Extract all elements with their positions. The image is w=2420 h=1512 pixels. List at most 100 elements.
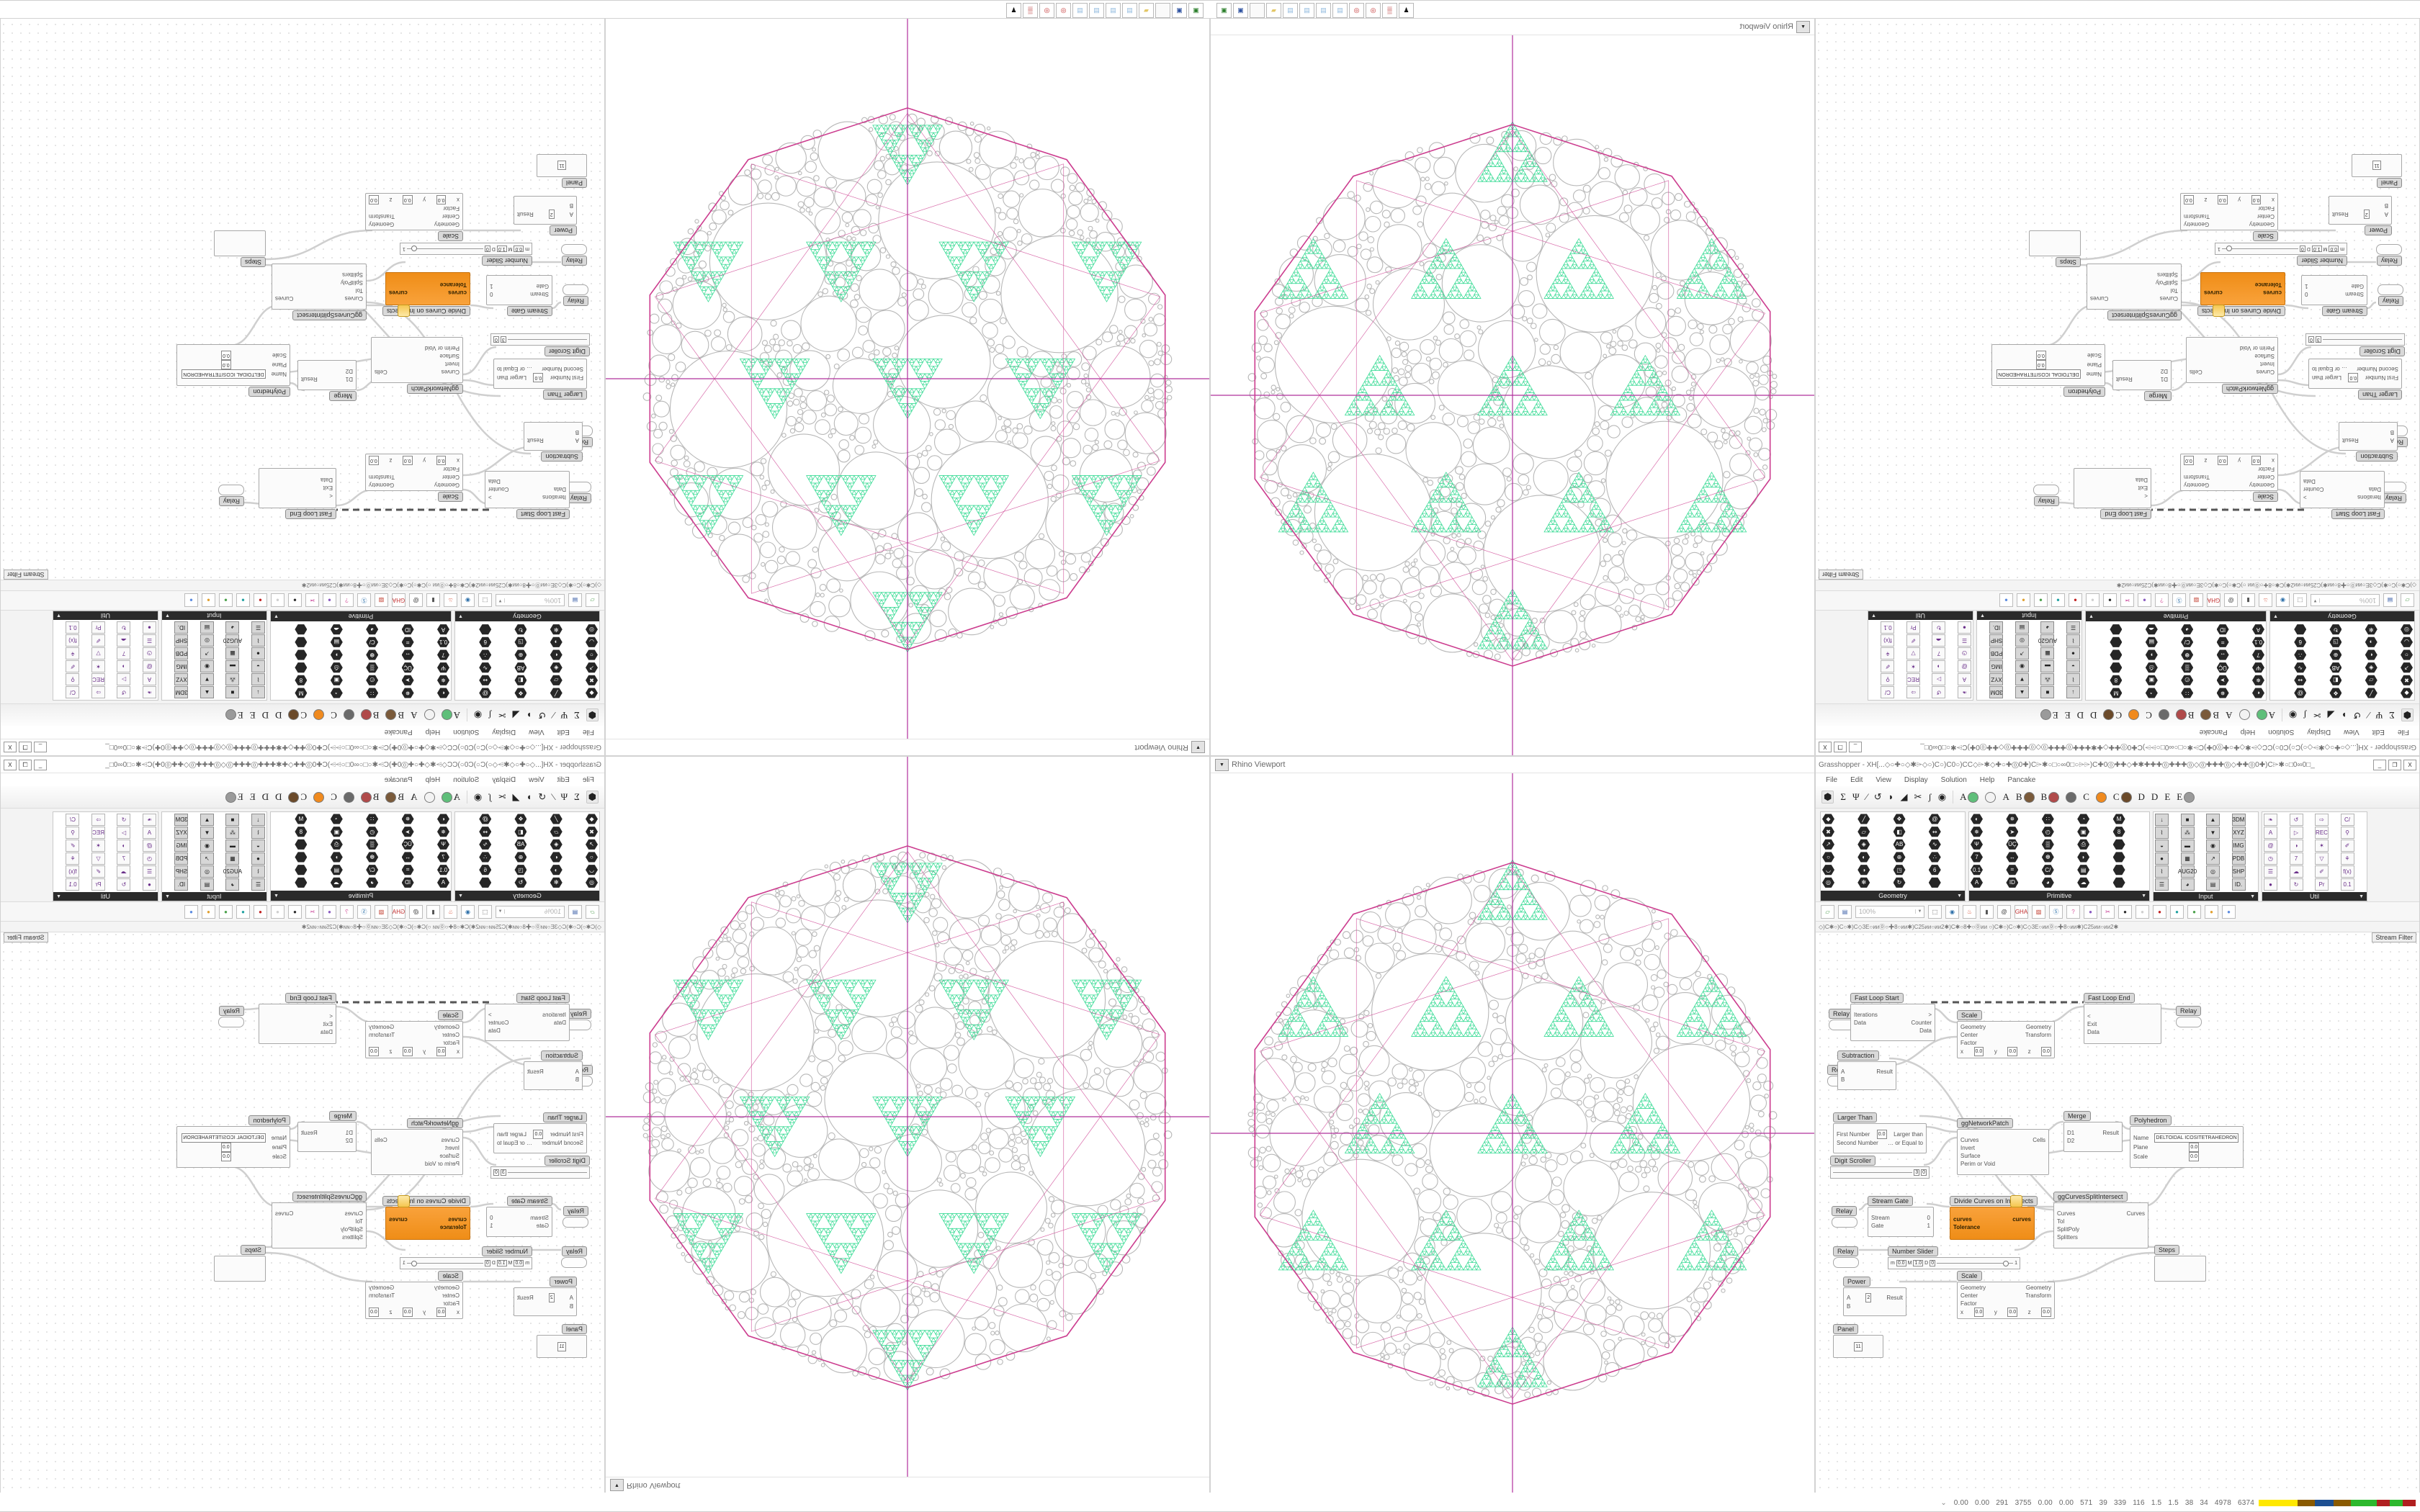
red-circle-icon[interactable]: ◎ <box>1039 2 1054 18</box>
ribbon-tabs[interactable]: ⬢ Σ Ψ ∕ ↺ ◗ ◢ ✂ ʃ ◉ A A B B C C D D E E <box>1 786 604 809</box>
axis-value-field[interactable]: 0.0 <box>369 456 379 465</box>
component-icon[interactable]: ╱ <box>550 688 563 698</box>
node-caption[interactable]: Larger Than <box>543 390 587 400</box>
open-folder-icon[interactable]: ▱ <box>586 593 599 608</box>
gh-node-number-slider[interactable]: Number Slider m 0.0 M 1.0 D 0 1 <box>400 1244 532 1269</box>
help-pink-icon[interactable]: ? <box>340 904 354 919</box>
panel-footer-util[interactable]: Util ▼ <box>1868 611 1973 620</box>
node-caption[interactable]: Relay <box>2376 256 2402 266</box>
relay-body[interactable] <box>218 1017 244 1027</box>
node-input-label[interactable]: < <box>329 492 333 500</box>
ribbon-tab-D[interactable]: D <box>2077 709 2084 721</box>
node-output-label[interactable]: Result <box>527 1068 544 1075</box>
node-caption[interactable]: Number Slider <box>482 256 532 266</box>
component-icon[interactable]: ◡ <box>586 865 598 876</box>
ribbon-tab-B[interactable]: B <box>385 791 404 803</box>
node-input-label[interactable]: B <box>2384 202 2388 209</box>
node-output-label[interactable]: Transform <box>369 213 395 220</box>
canvas-toolbar[interactable]: ▱ ▤ 100% ▼ ⬚ ◉ ♨ ▮ @ GHA ▨ Ⓢ? ● ✂ ● ● ● ● ● ● ● <box>1 901 604 922</box>
component-icon[interactable]: ⊕ <box>2330 649 2342 660</box>
node-input-label[interactable]: Exit <box>323 1020 333 1027</box>
red-circle2-icon[interactable]: ◎ <box>1349 2 1364 18</box>
node-caption[interactable]: Stream Gate <box>506 306 552 316</box>
node-input-label[interactable]: Geometry <box>2249 221 2275 228</box>
grasshopper-menubar[interactable]: File Edit View Display Solution Help Pancake <box>1 773 604 786</box>
node-input-label[interactable]: Invert <box>2259 361 2275 367</box>
component-icon[interactable]: PDB <box>174 647 189 660</box>
node-body[interactable]: curves curves Tolerance <box>385 1207 470 1240</box>
scroller-digit[interactable]: 0 <box>493 1169 499 1176</box>
node-output-label[interactable]: > <box>488 1011 492 1018</box>
node-input-label[interactable]: Data <box>554 486 566 493</box>
ribbon-tab-A[interactable]: A <box>2226 709 2232 721</box>
chevron-down-icon[interactable]: ▼ <box>496 909 505 914</box>
component-icon[interactable]: ◷ <box>1958 647 1971 660</box>
panel-input[interactable]: ↓ ■ ▲ 3DM ⌇ ⁂ ▼ XYZ ◒ ▬ ◉ IMG ● ▦ ↗ PDB ⌇ AUG20 ◎ SHP ☰ ◕ ▤ ID.… <box>161 611 267 701</box>
bake-flame-icon[interactable]: ♨ <box>444 593 457 608</box>
sphere-teal-icon[interactable]: ● <box>236 593 250 608</box>
node-input-label[interactable]: First Number <box>550 374 583 381</box>
scroller-digit[interactable]: 3 <box>2315 336 2321 343</box>
node-output-label[interactable]: Geometry <box>2184 482 2210 488</box>
component-icon[interactable]: C/ <box>1881 686 1895 698</box>
component-icon[interactable]: 3DM <box>1989 686 2004 698</box>
component-icon[interactable]: ◎ <box>2401 624 2413 635</box>
component-icon[interactable]: @ <box>2294 688 2306 698</box>
gh-node-relay[interactable]: Relay <box>2376 244 2402 268</box>
component-icon[interactable]: ↺ <box>1932 686 1946 698</box>
ribbon-tab-orange-ellipse-icon[interactable] <box>2128 709 2140 721</box>
node-body[interactable]: Geometry Geometry Center Transform Factor x 0.… <box>365 454 463 491</box>
node-value-field[interactable]: 11 <box>557 1341 566 1351</box>
panel-expand-icon[interactable]: ▼ <box>56 894 61 899</box>
component-icon[interactable]: Ψ <box>2252 662 2264 673</box>
node-input-label[interactable]: Tolerance <box>2254 282 2282 288</box>
component-icon[interactable]: ◳ <box>515 636 527 647</box>
panel-icon-grid[interactable]: ◆ ╱ ❖ @ ✖ ▱ ◧ ↭ ↗ ◈ AB ∿ ○ ◐ ⊕ ∴ ◡ ◑ ◳ 6 ◎ ✻ ↻ <box>2270 621 2414 700</box>
component-icon[interactable]: ⚘ <box>1881 647 1895 660</box>
component-icon[interactable]: ◉ <box>200 840 214 852</box>
component-icon[interactable]: ◑ <box>2365 636 2378 647</box>
component-icon[interactable]: ✶ <box>91 840 105 852</box>
node-caption[interactable]: Relay <box>563 1206 588 1216</box>
sphere-black-icon[interactable]: ● <box>288 593 302 608</box>
component-icon[interactable]: ◈ <box>550 839 563 850</box>
node-output-label[interactable]: Transform <box>369 1032 395 1038</box>
component-icon[interactable]: ◆ <box>586 814 598 824</box>
node-caption[interactable]: Scale <box>438 231 463 241</box>
component-icon[interactable]: ▼ <box>200 673 214 685</box>
node-caption[interactable]: Relay <box>561 1246 587 1256</box>
node-input-label[interactable]: Geometry <box>434 221 460 228</box>
slider-bound-field[interactable]: 0 <box>484 1260 490 1266</box>
node-value-field[interactable]: 11 <box>2372 161 2381 171</box>
node-output-label[interactable]: Cells <box>375 369 387 375</box>
component-icon[interactable]: ▤ <box>200 621 214 634</box>
component-icon[interactable]: ↻ <box>515 877 527 888</box>
node-caption[interactable]: Relay <box>2378 296 2403 306</box>
node-body[interactable]: Curves Curves Tol SplitPoly Splitters <box>272 1202 367 1248</box>
scissors-icon[interactable]: ✂ <box>498 791 506 802</box>
panel-expand-icon[interactable]: ▼ <box>1980 613 1985 618</box>
component-icon[interactable]: Ψ <box>437 839 449 850</box>
ribbon-tab-B[interactable]: B <box>360 709 379 721</box>
page-blue-icon[interactable]: ▤ <box>1332 2 1348 18</box>
node-input-label[interactable]: Surface <box>439 353 460 359</box>
node-output-label[interactable]: curves <box>389 1216 408 1223</box>
node-output-label[interactable]: … or Equal to <box>2312 366 2347 372</box>
node-caption[interactable]: ggNetworkPatch <box>2221 384 2278 394</box>
ribbon-tab-E[interactable]: E <box>225 791 243 803</box>
cone-icon[interactable]: ◢ <box>512 791 520 802</box>
axis-value-field[interactable]: 0.0 <box>402 195 413 204</box>
component-icon[interactable]: ⌇ <box>2066 673 2080 685</box>
node-caption[interactable]: Merge <box>329 1111 357 1121</box>
node-output-label[interactable]: Counter <box>488 486 509 493</box>
node-input-label[interactable]: Perim or Void <box>424 345 460 351</box>
component-icon[interactable]: A <box>437 624 449 635</box>
panel-footer-primitive[interactable]: Primitive ▼ <box>271 611 451 621</box>
component-icon[interactable]: ↓ <box>251 814 265 826</box>
menu-item-display[interactable]: Display <box>492 728 516 737</box>
node-input-label[interactable]: Invert <box>444 1145 460 1151</box>
node-input-label[interactable]: Scale <box>272 1153 287 1160</box>
component-icon[interactable]: PDB <box>1989 647 2004 660</box>
